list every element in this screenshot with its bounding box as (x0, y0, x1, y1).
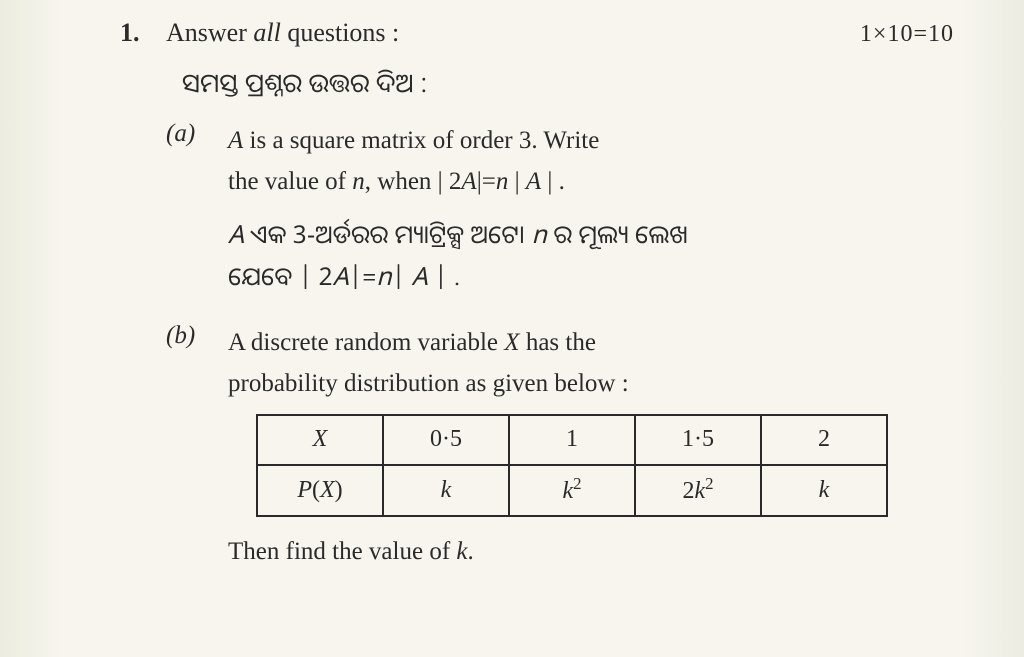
pa-en2-post: , when | 2A|=n | A | . (365, 168, 565, 195)
part-a: (a) A is a square matrix of order 3. Wri… (166, 120, 964, 308)
cell: 1·5 (635, 415, 761, 465)
part-b-closing: Then find the value of k. (228, 531, 964, 572)
pa-en1-rest: is a square matrix of order 3. Write (250, 127, 600, 154)
table-row: X 0·5 1 1·5 2 (257, 415, 887, 465)
marks-scheme: 1×10=10 (860, 21, 954, 48)
cell: 0·5 (383, 415, 509, 465)
closing-var: k (456, 538, 467, 565)
cell: k (383, 465, 509, 517)
odia-instruction: ସମସ୍ତ ପ୍ରଶ୍ନର ଉତ୍ତର ଦିଅ : (182, 64, 964, 100)
pa-en2-pre: the value of (228, 168, 352, 195)
part-b-body: A discrete random variable X has the pro… (228, 322, 964, 583)
part-b: (b) A discrete random variable X has the… (166, 322, 964, 583)
part-a-en: A is a square matrix of order 3. Write t… (228, 120, 964, 203)
cell-X: X (257, 415, 383, 465)
cell-PX: P(X) (257, 465, 383, 517)
cell: k2 (509, 465, 635, 517)
part-a-body: A is a square matrix of order 3. Write t… (228, 120, 964, 308)
part-b-en: A discrete random variable X has the pro… (228, 322, 964, 405)
cell: 2k2 (635, 465, 761, 517)
table-row: P(X) k k2 2k2 k (257, 465, 887, 517)
cell: 1 (509, 415, 635, 465)
part-b-label: (b) (166, 322, 210, 583)
probability-table: X 0·5 1 1·5 2 P(X) k k2 2k2 k (256, 414, 888, 517)
part-a-label: (a) (166, 120, 210, 308)
text-after: questions : (281, 18, 399, 47)
part-a-odia: A ଏକ 3-ଅର୍ଡରର ମ୍ୟାଟ୍ରିକ୍ସ ଅଟେ। n ର ମୂଲ୍ୟ… (228, 213, 964, 298)
closing-post: . (468, 538, 474, 565)
closing-pre: Then find the value of (228, 538, 456, 565)
question-header: 1. Answer all questions : 1×10=10 (120, 18, 964, 48)
emph-all: all (253, 18, 280, 47)
exam-page: 1. Answer all questions : 1×10=10 ସମସ୍ତ … (0, 0, 1024, 657)
question-instruction: Answer all questions : (166, 18, 842, 48)
text-before: Answer (166, 18, 253, 47)
pa-en2-var: n (352, 168, 365, 195)
cell: 2 (761, 415, 887, 465)
question-number: 1. (120, 18, 148, 48)
cell: k (761, 465, 887, 517)
